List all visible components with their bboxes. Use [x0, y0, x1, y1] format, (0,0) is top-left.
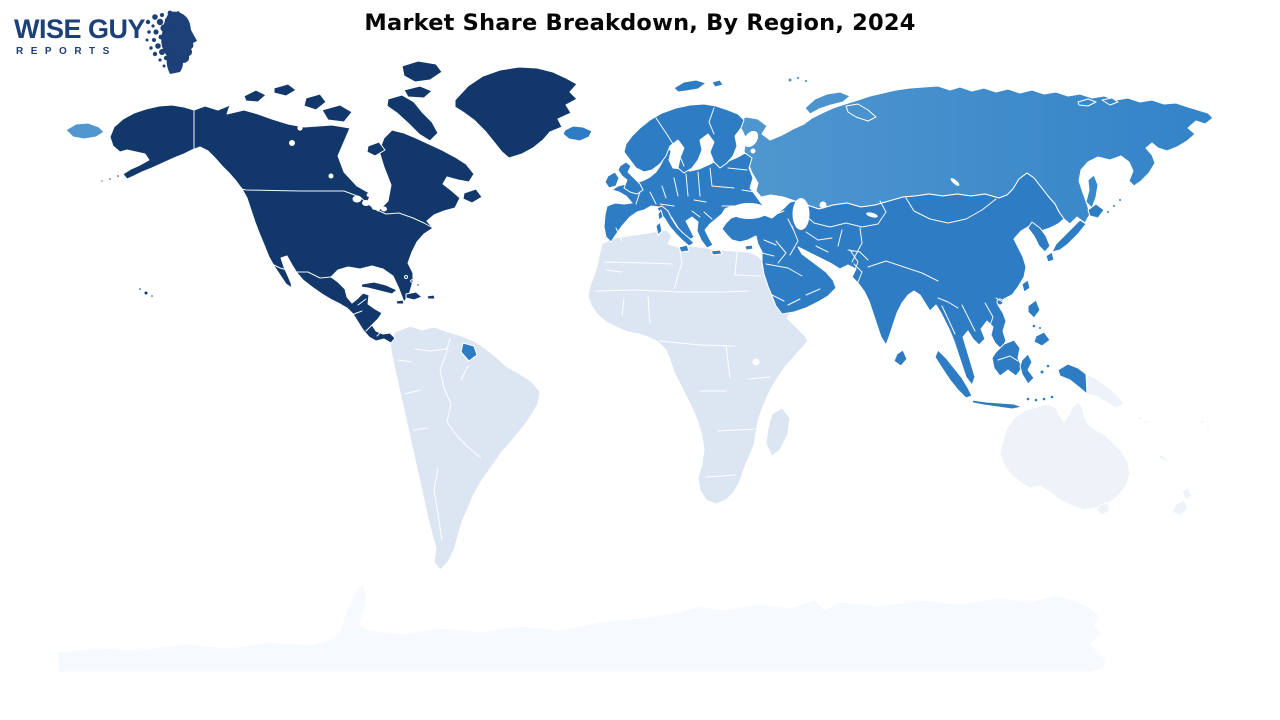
- chart-title: Market Share Breakdown, By Region, 2024: [364, 10, 916, 36]
- region-asia: [721, 172, 1105, 410]
- region-north-america: [100, 60, 578, 344]
- country-borders: [193, 107, 1019, 541]
- region-oceania: [999, 373, 1210, 517]
- dotted-head-icon: [145, 10, 198, 74]
- region-russia: [65, 75, 1214, 225]
- wise-guy-reports-logo: WISE GUY REPORTS: [14, 8, 201, 74]
- logo-text: WISE GUY REPORTS: [14, 14, 146, 57]
- logo-subtitle: REPORTS: [16, 46, 117, 57]
- region-south-america: [389, 325, 541, 571]
- lakes-and-inland-seas: [289, 125, 960, 366]
- logo-wordmark: WISE GUY: [14, 14, 146, 44]
- region-africa: [587, 229, 809, 505]
- region-europe: [460, 79, 767, 362]
- region-antarctica: [57, 584, 1107, 673]
